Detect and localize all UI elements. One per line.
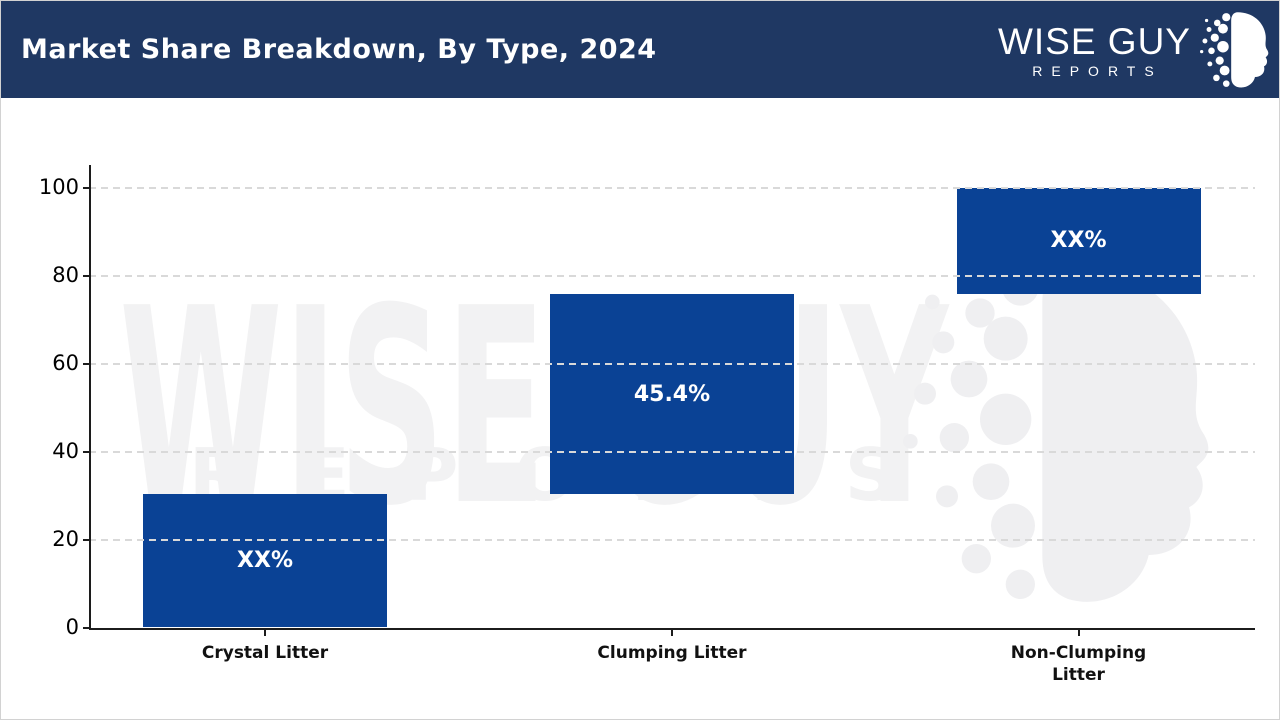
wiseguy-logo: WISE GUY REPORTS <box>998 7 1269 93</box>
bar-value-label: XX% <box>1050 228 1107 254</box>
x-tick-mark <box>671 629 673 636</box>
y-tick-mark <box>83 274 89 277</box>
x-tick-mark <box>264 629 266 636</box>
y-tick-label: 40 <box>52 438 79 463</box>
wiseguy-face-icon <box>1200 12 1269 88</box>
y-tick-label: 0 <box>65 614 79 639</box>
y-axis <box>89 165 91 629</box>
header-bar: Market Share Breakdown, By Type, 2024 WI… <box>1 1 1279 98</box>
y-tick-mark <box>83 450 89 453</box>
bar-value-label: XX% <box>237 548 293 574</box>
bar-2: 45.4% <box>550 294 794 495</box>
bar-value-label: 45.4% <box>633 381 711 407</box>
x-axis-label: Non-Clumping Litter <box>1010 642 1147 685</box>
y-tick-label: 100 <box>38 174 79 199</box>
y-tick-mark <box>83 626 89 629</box>
gridline-40 <box>89 450 1255 453</box>
wiseguy-logo-text: WISE GUY REPORTS <box>998 23 1191 78</box>
x-axis-label: Crystal Litter <box>201 642 329 663</box>
y-tick-label: 20 <box>52 526 79 551</box>
y-tick-mark <box>83 186 89 189</box>
y-tick-label: 80 <box>52 262 79 287</box>
gridline-20 <box>89 538 1255 541</box>
page-title: Market Share Breakdown, By Type, 2024 <box>21 34 657 65</box>
gridline-60 <box>89 362 1255 365</box>
y-tick-mark <box>83 362 89 365</box>
y-tick-label: 60 <box>52 350 79 375</box>
gridline-80 <box>89 274 1255 277</box>
bar-3: XX% <box>956 187 1201 295</box>
x-axis <box>89 627 1255 630</box>
wiseguy-face-watermark <box>903 265 1209 602</box>
x-axis-label: Clumping Litter <box>597 642 747 663</box>
y-tick-mark <box>83 538 89 541</box>
market-share-chart: 0 20 40 60 80 100 XX% Crystal Litter 45.4% Clumpi… <box>1 98 1279 719</box>
logo-brand-text: WISE GUY <box>997 20 1191 62</box>
logo-sub-text: REPORTS <box>1032 62 1163 79</box>
gridline-100 <box>89 186 1255 189</box>
bar-1: XX% <box>143 494 387 628</box>
x-tick-mark <box>1077 629 1080 636</box>
